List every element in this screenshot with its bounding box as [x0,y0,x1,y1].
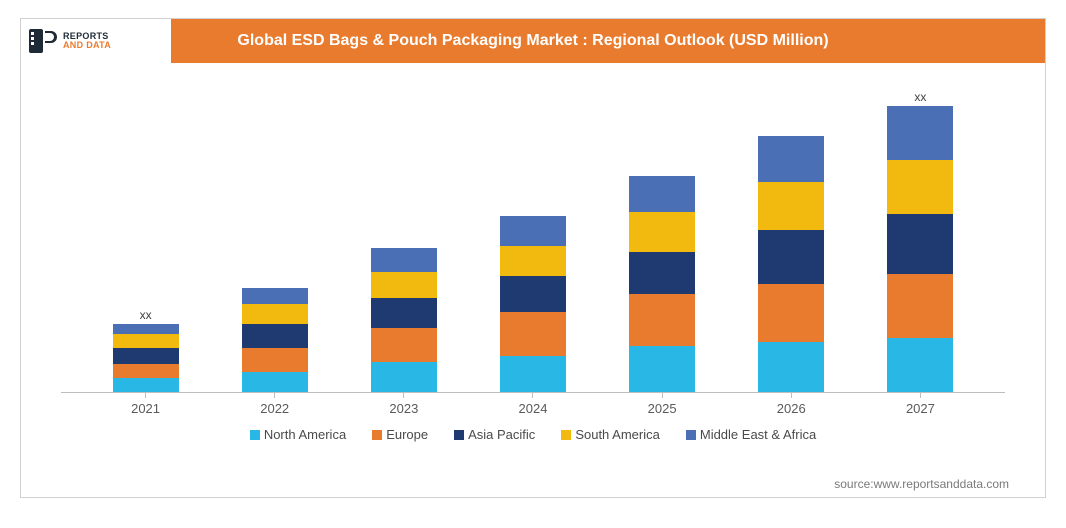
legend-item: Middle East & Africa [686,427,816,442]
axis-tick [662,392,663,398]
plot: xx2021 2022 2023 2024 2025 2026 xx2027 [61,83,1005,393]
bar-segment [629,212,695,252]
bar-segment [371,362,437,392]
axis-tick [274,392,275,398]
bar-segment [242,348,308,372]
stacked-bar [113,324,179,392]
axis-tick [920,392,921,398]
bar-segment [242,324,308,348]
bar-segment [887,274,953,338]
logo-line2: AND DATA [63,41,111,50]
bar-column: 2025 [629,176,695,392]
bar-segment [629,252,695,294]
logo-text: REPORTS AND DATA [63,32,111,51]
axis-tick [403,392,404,398]
bar-column: xx2027 [887,106,953,392]
logo-mark-icon [29,29,59,53]
bar-segment [113,364,179,378]
legend-swatch [686,430,696,440]
bar-segment [113,348,179,364]
axis-tick [791,392,792,398]
category-label: 2024 [519,401,548,416]
legend-swatch [372,430,382,440]
legend-item: South America [561,427,660,442]
category-label: 2021 [131,401,160,416]
legend-label: North America [264,427,346,442]
stacked-bar [758,136,824,392]
category-label: 2023 [389,401,418,416]
bar-column: 2023 [371,248,437,392]
bar-segment [500,276,566,312]
legend-label: South America [575,427,660,442]
chart-card: REPORTS AND DATA Global ESD Bags & Pouch… [20,18,1046,498]
bar-segment [887,214,953,274]
bar-segment [887,338,953,392]
bar-annotation: xx [914,90,926,104]
bar-segment [113,324,179,334]
bar-segment [242,288,308,304]
axis-tick [145,392,146,398]
legend-label: Middle East & Africa [700,427,816,442]
bar-segment [500,312,566,356]
source-text: source:www.reportsanddata.com [834,477,1009,491]
legend-swatch [454,430,464,440]
bar-segment [758,230,824,284]
bar-segment [629,294,695,346]
bar-column: 2026 [758,136,824,392]
bar-segment [758,342,824,392]
axis-tick [532,392,533,398]
bar-segment [887,160,953,214]
bar-segment [113,334,179,348]
logo: REPORTS AND DATA [21,19,171,63]
legend-swatch [561,430,571,440]
stacked-bar [371,248,437,392]
bar-segment [371,248,437,272]
legend-label: Asia Pacific [468,427,535,442]
chart-title: Global ESD Bags & Pouch Packaging Market… [171,32,1045,50]
bar-column: xx2021 [113,324,179,392]
bar-segment [758,136,824,182]
bar-segment [629,346,695,392]
bar-segment [887,106,953,160]
bar-column: 2022 [242,288,308,392]
legend-swatch [250,430,260,440]
stacked-bar [242,288,308,392]
bar-segment [371,298,437,328]
category-label: 2025 [648,401,677,416]
bar-segment [500,216,566,246]
bar-segment [371,328,437,362]
legend-label: Europe [386,427,428,442]
category-label: 2027 [906,401,935,416]
legend-item: North America [250,427,346,442]
chart-area: xx202120222023202420252026xx2027 North A… [21,63,1045,443]
bar-segment [500,246,566,276]
bar-segment [758,182,824,230]
legend-item: Asia Pacific [454,427,535,442]
stacked-bar [629,176,695,392]
stacked-bar [500,216,566,392]
bar-segment [758,284,824,342]
bar-segment [629,176,695,212]
bar-segment [113,378,179,392]
legend-item: Europe [372,427,428,442]
legend: North America Europe Asia Pacific South Ame… [61,427,1005,442]
bar-segment [242,304,308,324]
bar-column: 2024 [500,216,566,392]
bar-segment [242,372,308,392]
category-label: 2026 [777,401,806,416]
bar-annotation: xx [140,308,152,322]
category-label: 2022 [260,401,289,416]
titlebar: REPORTS AND DATA Global ESD Bags & Pouch… [21,19,1045,63]
stacked-bar [887,106,953,392]
bar-segment [371,272,437,298]
bar-segment [500,356,566,392]
